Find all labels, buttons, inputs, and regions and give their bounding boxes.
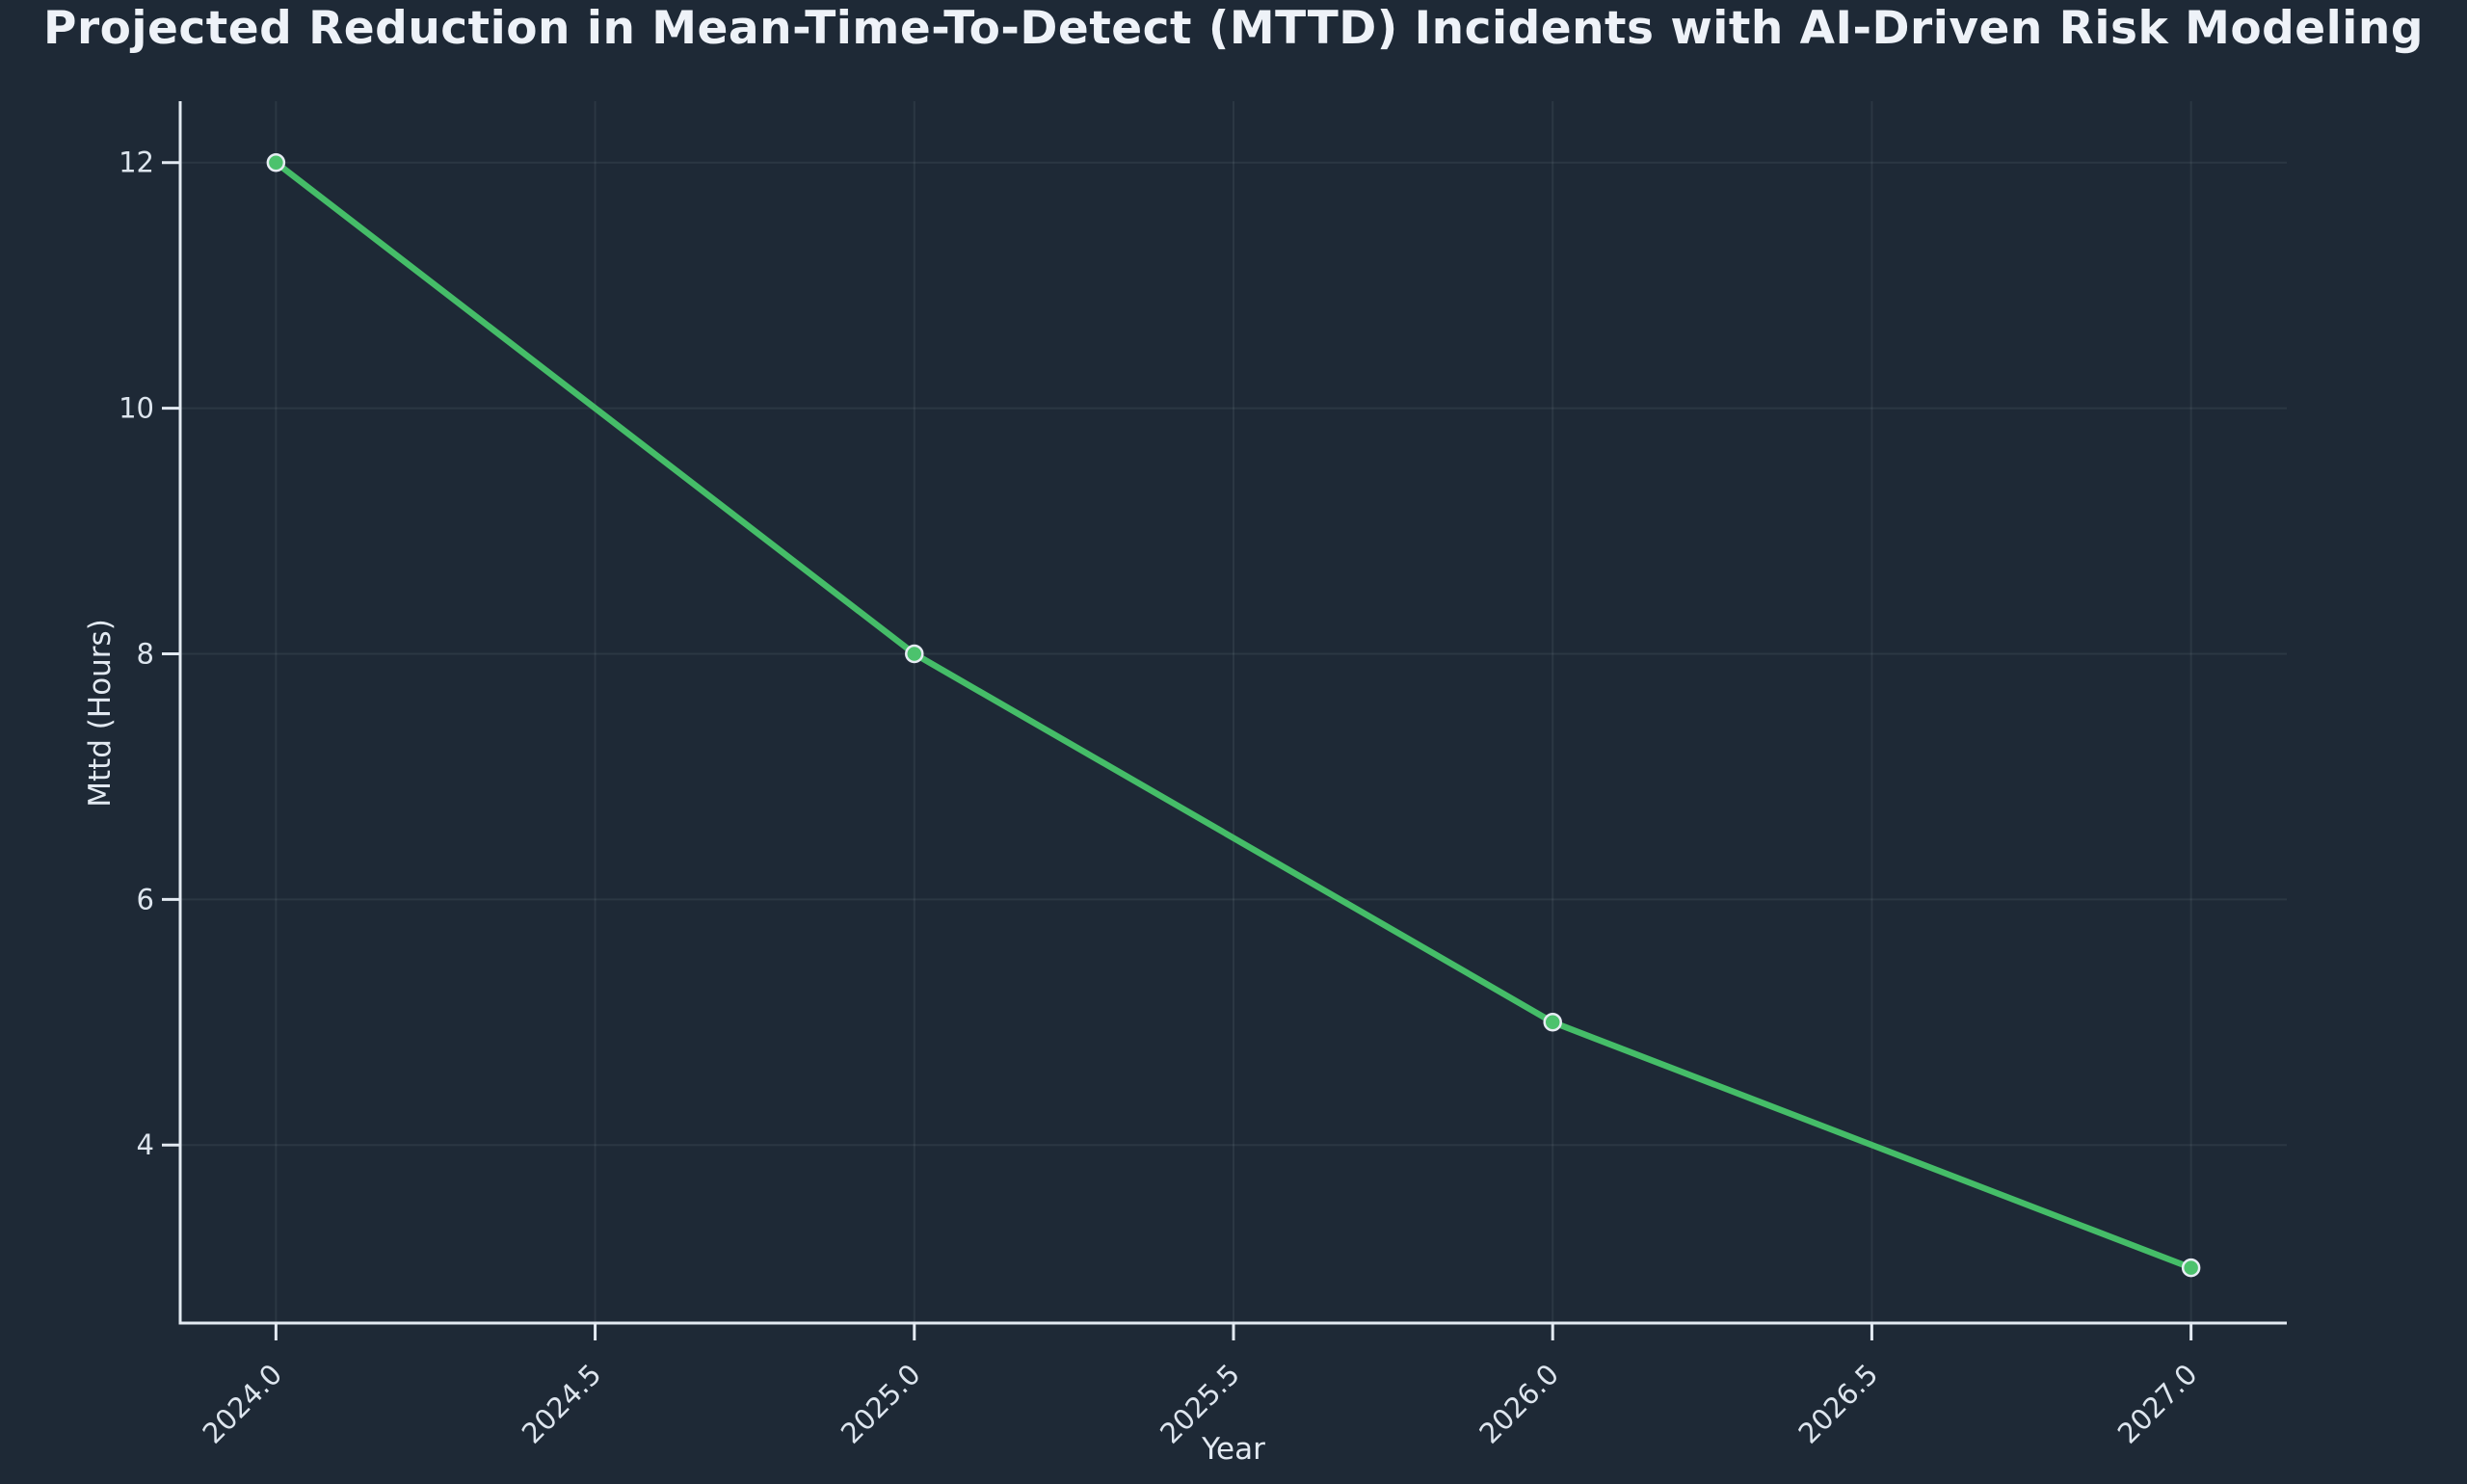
x-tick-label: 2024.0 bbox=[197, 1358, 289, 1450]
y-tick-label: 4 bbox=[137, 1128, 154, 1161]
data-point-marker bbox=[2181, 1258, 2201, 1278]
x-tick-label: 2027.0 bbox=[2111, 1358, 2204, 1450]
y-tick-label: 6 bbox=[137, 883, 154, 915]
data-point-marker bbox=[1543, 1013, 1562, 1032]
y-tick-label: 12 bbox=[119, 146, 154, 179]
data-point-marker bbox=[266, 152, 286, 172]
x-axis-label: Year bbox=[1202, 1432, 1265, 1467]
chart-title: Projected Reduction in Mean-Time-To-Dete… bbox=[43, 2, 2424, 55]
y-axis-label: Mttd (Hours) bbox=[83, 619, 118, 808]
x-tick-label: 2026.0 bbox=[1472, 1358, 1565, 1450]
data-point-marker bbox=[905, 644, 924, 664]
x-tick-label: 2026.5 bbox=[1792, 1358, 1885, 1450]
y-tick-label: 10 bbox=[119, 392, 154, 425]
y-tick-label: 8 bbox=[137, 637, 154, 670]
x-tick-label: 2025.0 bbox=[835, 1358, 927, 1450]
data-line bbox=[273, 159, 2194, 1271]
x-tick-label: 2024.5 bbox=[516, 1358, 608, 1450]
